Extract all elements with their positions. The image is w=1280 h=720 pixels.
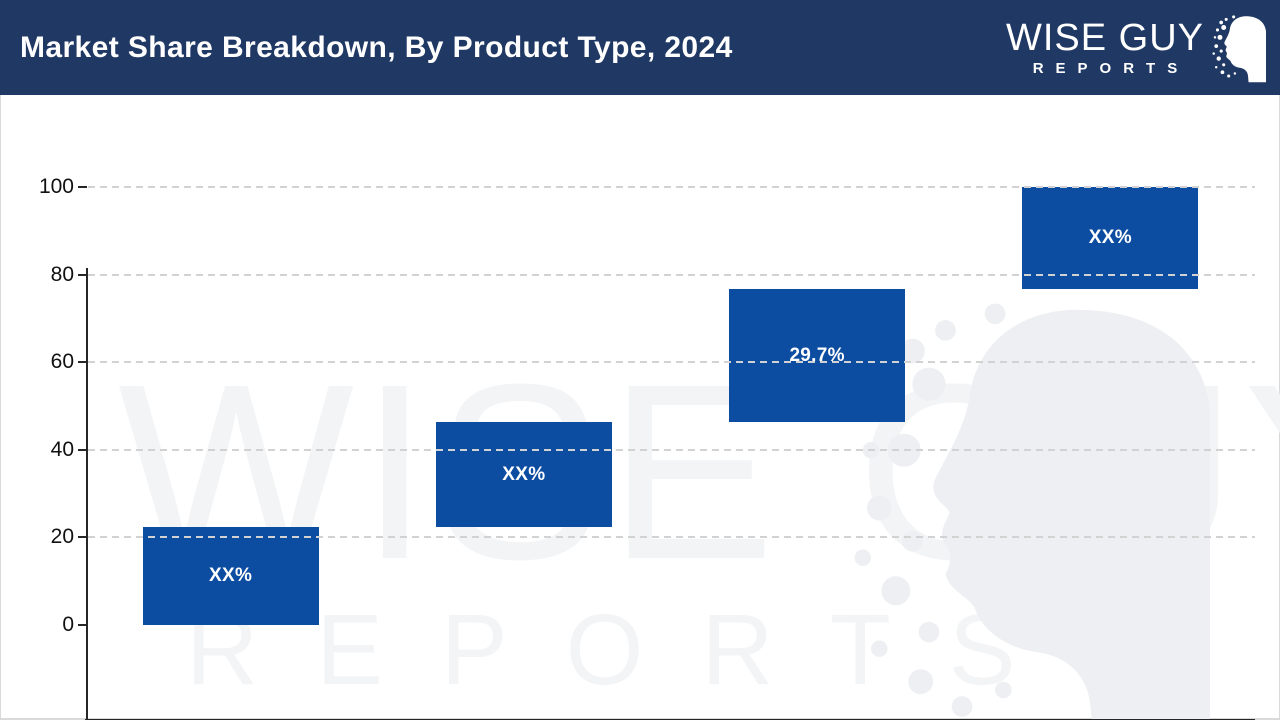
- dotted-face-profile-icon: [1210, 11, 1266, 85]
- y-tick-mark: [78, 448, 87, 451]
- y-tick-label: 100: [38, 175, 74, 198]
- y-axis-spine: [86, 268, 88, 720]
- bar-segment: [729, 289, 906, 423]
- y-tick-label: 40: [50, 437, 74, 461]
- y-tick-mark: [78, 186, 87, 188]
- y-gridline: [88, 361, 1255, 364]
- bar-segment: [142, 526, 319, 625]
- logo-subtext: REPORTS: [1032, 60, 1190, 77]
- y-gridline: [88, 273, 1255, 276]
- y-tick-label: 80: [50, 262, 74, 286]
- bar-value-label: 29.7%: [789, 344, 845, 366]
- wise-guy-reports-logo: WISE GUY REPORTS: [1006, 8, 1266, 88]
- y-tick-label: 0: [62, 613, 74, 636]
- y-tick-label: 20: [50, 525, 74, 549]
- logo-text: WISE GUY REPORTS: [1006, 18, 1204, 78]
- bar-value-label: XX%: [502, 463, 546, 485]
- bar-value-label: XX%: [1088, 227, 1132, 249]
- chart-title: Market Share Breakdown, By Product Type,…: [20, 30, 733, 64]
- y-tick-mark: [78, 624, 87, 626]
- bar-value-label: XX%: [209, 564, 253, 586]
- logo-wordmark: WISE GUY: [1005, 17, 1204, 59]
- y-tick-mark: [78, 361, 87, 364]
- header-banner: Market Share Breakdown, By Product Type,…: [0, 0, 1280, 95]
- y-tick-mark: [78, 273, 87, 276]
- plot-area: WISE GUY REPORTS XX%XX%29.7%XX%020406080…: [0, 95, 1280, 720]
- y-gridline: [88, 186, 1255, 188]
- bar-segment: [1022, 187, 1199, 290]
- y-gridline: [88, 448, 1255, 451]
- y-gridline: [88, 536, 1255, 539]
- y-tick-label: 60: [50, 350, 74, 374]
- bar-segment: [435, 422, 612, 527]
- y-tick-mark: [78, 536, 87, 539]
